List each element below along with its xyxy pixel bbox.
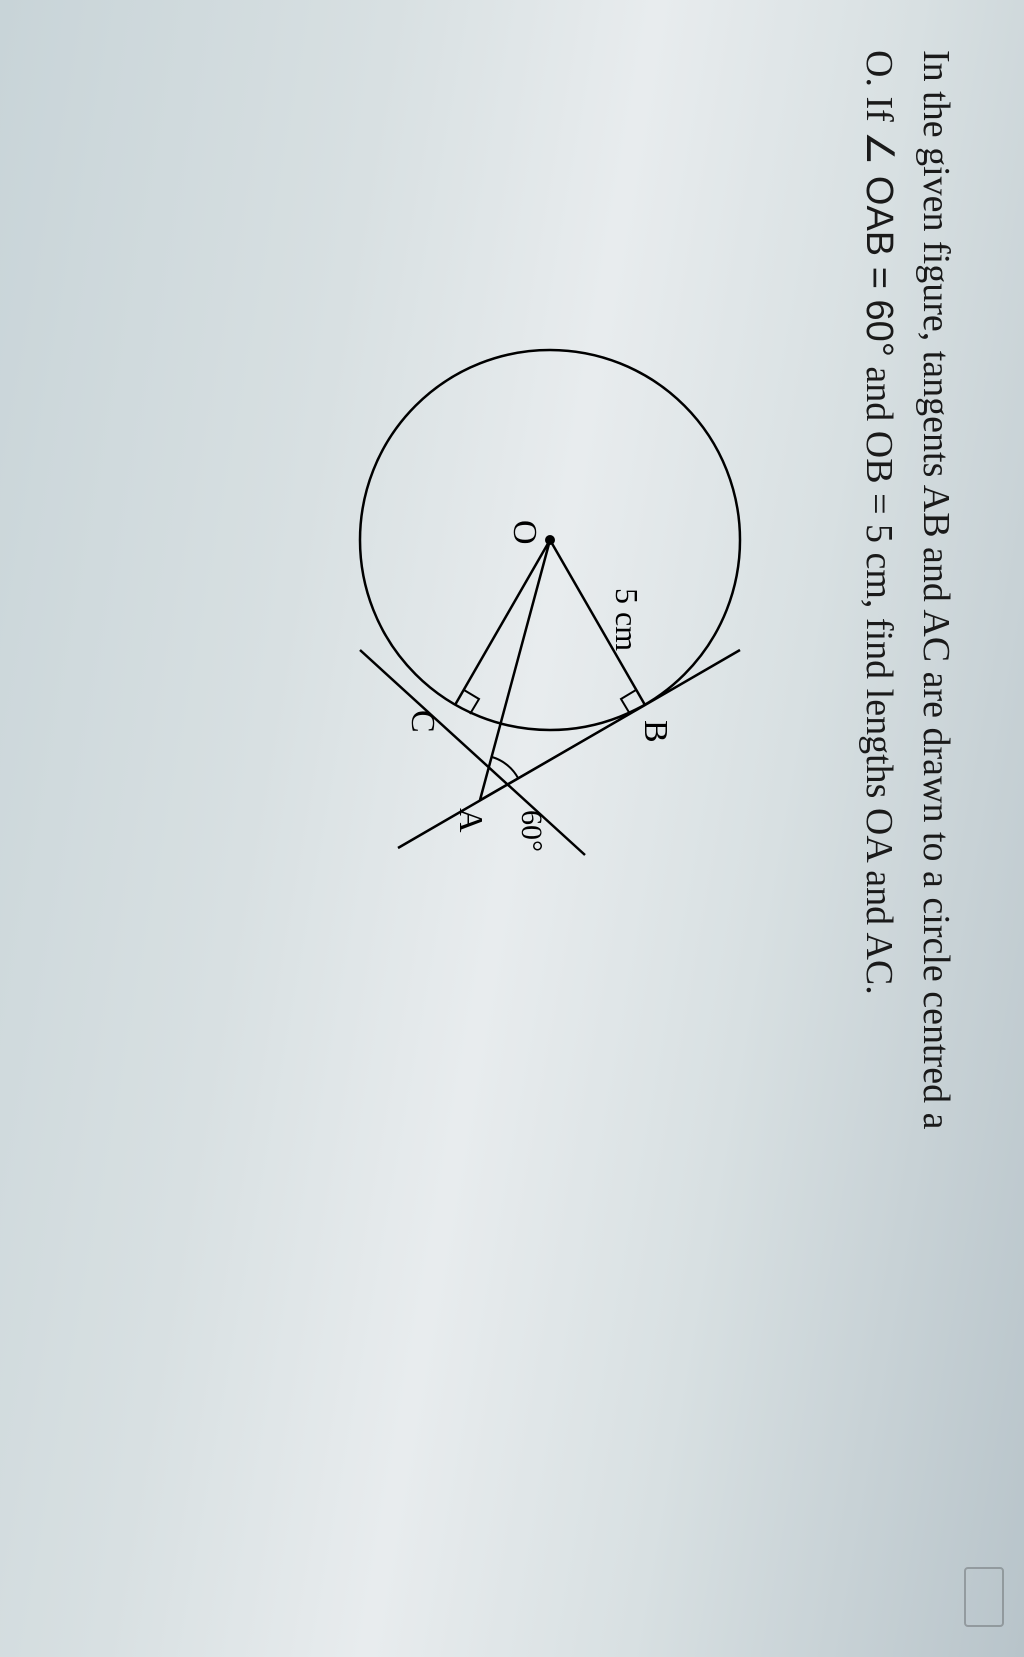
label-c: C bbox=[404, 710, 441, 733]
question-line1: In the given figure, tangents AB and AC … bbox=[915, 50, 957, 1129]
geometry-figure: O 5 cm B C A 60° bbox=[290, 310, 810, 1607]
label-radius-5cm: 5 cm bbox=[609, 588, 645, 651]
circle-tangent-diagram: O 5 cm B C A 60° bbox=[290, 310, 810, 950]
label-b: B bbox=[637, 720, 674, 743]
question-text: In the given figure, tangents AB and AC … bbox=[850, 50, 964, 1607]
radius-oc bbox=[455, 540, 550, 705]
label-a: A bbox=[452, 808, 489, 833]
question-line2-mid: and OB = 5 cm, find lengths OA and AC. bbox=[858, 357, 900, 995]
corner-decoration bbox=[964, 1567, 1004, 1627]
line-ba-segment bbox=[480, 705, 645, 800]
label-o: O bbox=[506, 520, 543, 545]
center-point bbox=[545, 535, 555, 545]
question-line2-prefix: O. If bbox=[858, 50, 900, 131]
document-page: In the given figure, tangents AB and AC … bbox=[0, 0, 1024, 1657]
line-oa bbox=[480, 540, 550, 800]
label-angle-60: 60° bbox=[515, 810, 548, 852]
angle-expression: ∠ OAB = 60° bbox=[858, 131, 900, 357]
